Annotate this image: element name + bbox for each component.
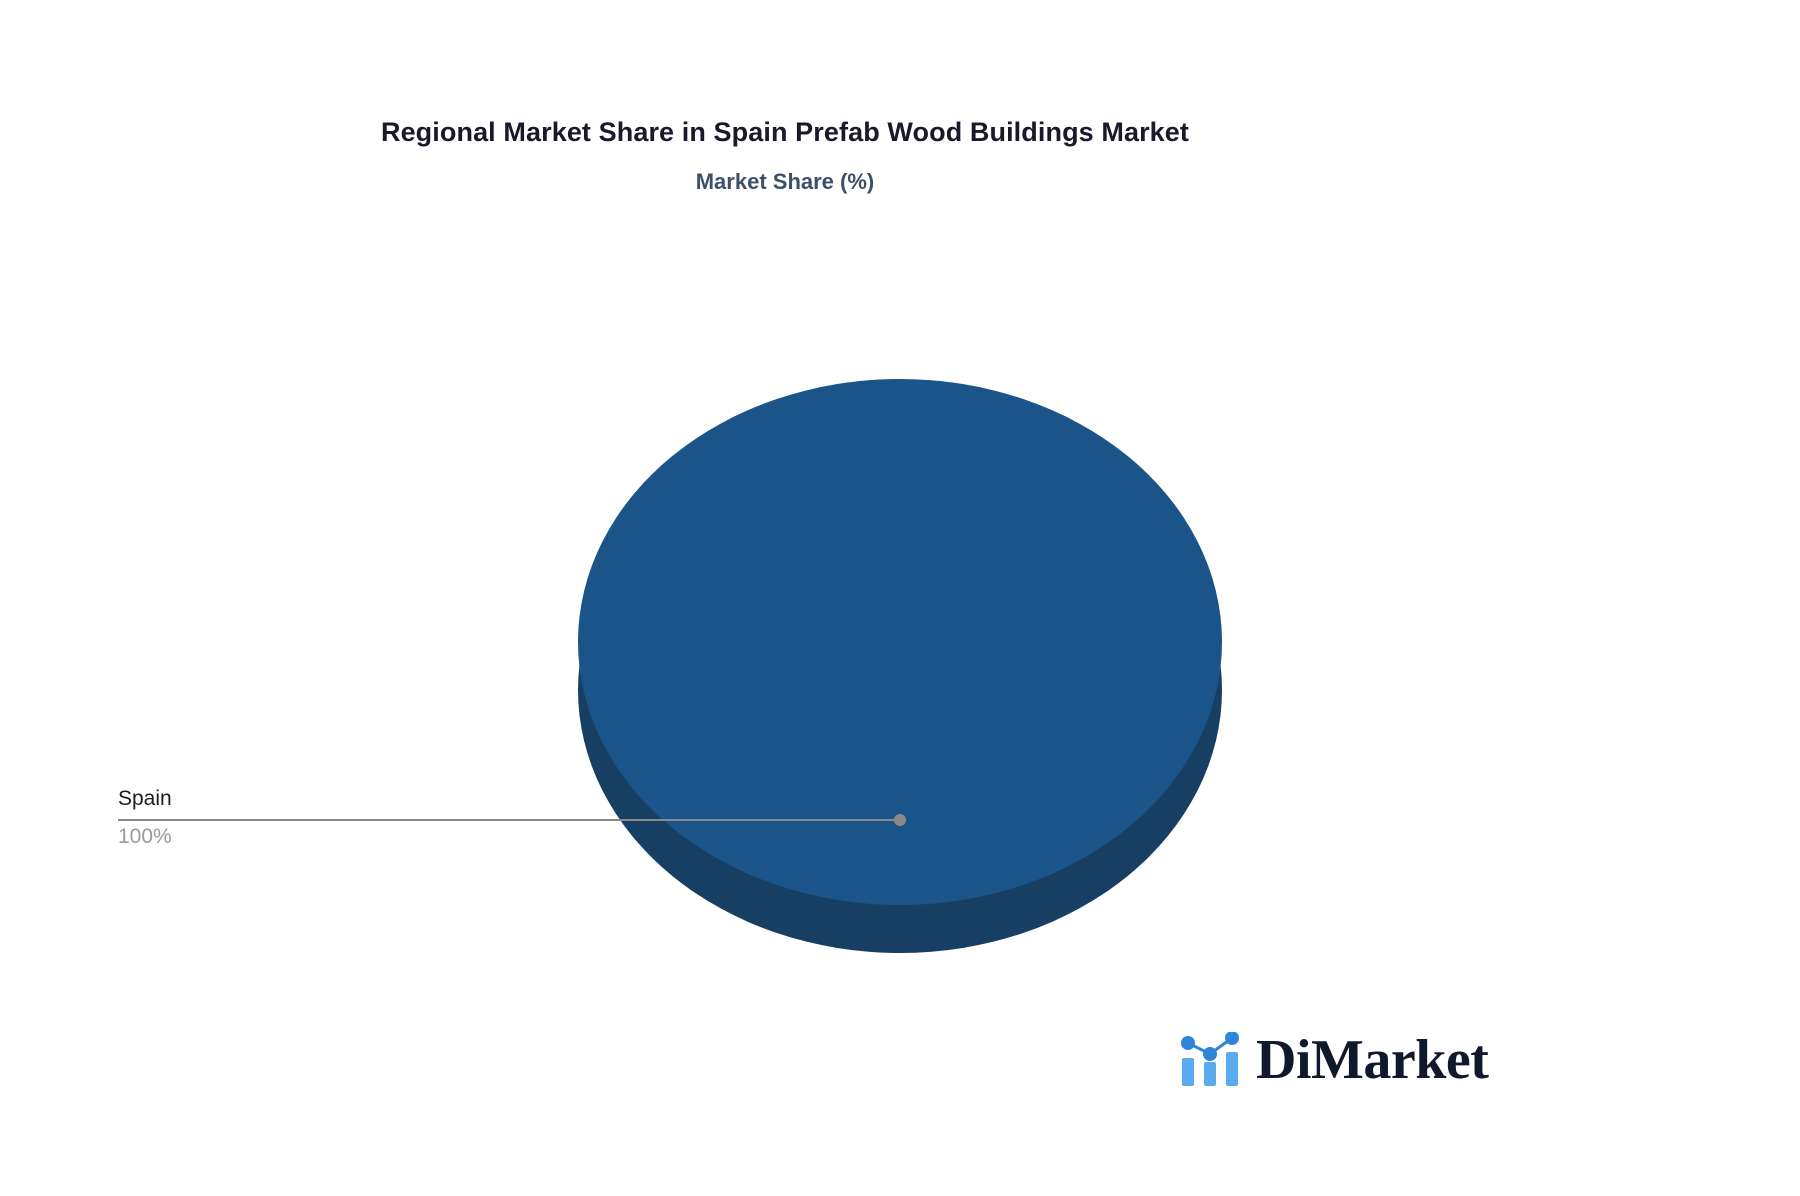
chart-title: Regional Market Share in Spain Prefab Wo… xyxy=(380,117,1190,147)
pie-slice-side-spain xyxy=(578,642,1222,953)
chart-subtitle: Market Share (%) xyxy=(695,169,875,194)
logo-wordmark: DiMarket xyxy=(1256,1029,1489,1091)
dimarket-logo: DiMarket xyxy=(1180,1029,1489,1091)
callout-anchor-dot xyxy=(894,814,906,826)
callout-category-name: Spain xyxy=(118,787,172,810)
bar-chart-icon xyxy=(1181,1032,1239,1086)
callout-value: 100% xyxy=(118,825,172,848)
callout-label-spain: Spain 100% xyxy=(118,786,418,850)
pie-slice-spain[interactable] xyxy=(578,379,1222,905)
